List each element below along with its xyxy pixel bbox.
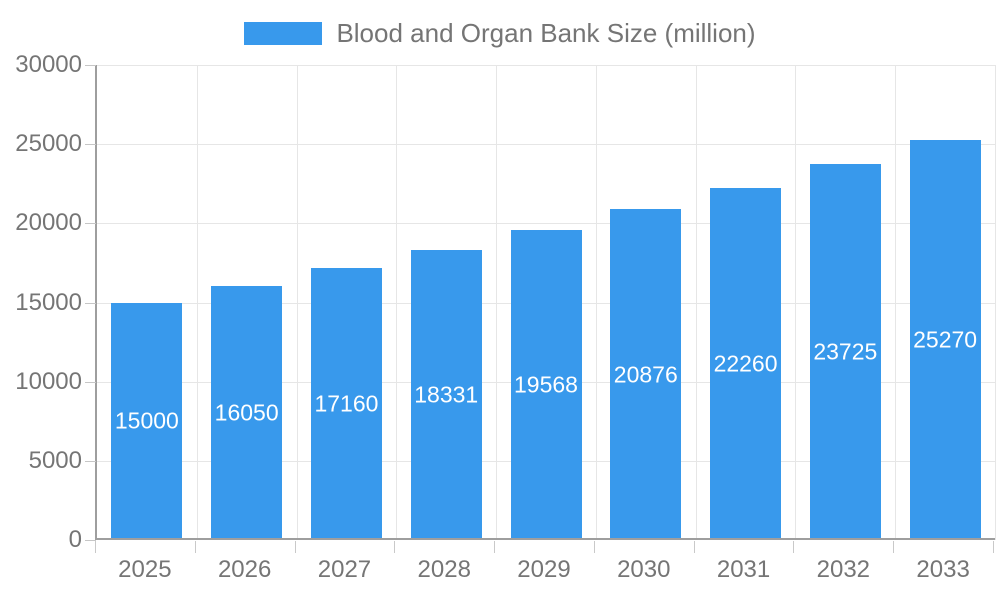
x-tick-label: 2031 [716, 556, 771, 583]
x-tick-mark [194, 541, 196, 553]
bar-value-label: 16050 [214, 399, 279, 426]
y-tick-mark [85, 381, 96, 383]
gridline-horizontal [97, 144, 995, 146]
bar: 16050 [211, 285, 283, 540]
y-tick-mark [85, 65, 96, 66]
legend: Blood and Organ Bank Size (million) [0, 18, 1000, 48]
x-tick-label: 2029 [517, 556, 571, 583]
gridline-horizontal [97, 65, 995, 66]
bar: 17160 [310, 268, 382, 540]
gridline-vertical [196, 65, 198, 540]
gridline-vertical [396, 65, 398, 540]
bar-value-label: 23725 [813, 338, 878, 365]
y-tick-label: 15000 [15, 288, 82, 316]
gridline-vertical [296, 65, 298, 540]
bar: 25270 [909, 139, 981, 540]
x-tick-label: 2026 [217, 556, 272, 583]
gridline-vertical [995, 65, 996, 540]
x-tick-label: 2025 [118, 556, 172, 583]
gridline-vertical [695, 65, 697, 540]
y-tick-label: 5000 [28, 446, 82, 474]
bar: 23725 [809, 164, 881, 540]
bar-value-label: 18331 [414, 381, 479, 408]
bar-value-label: 25270 [913, 326, 978, 353]
x-tick-label: 2030 [617, 556, 671, 583]
legend-swatch [244, 21, 323, 45]
bar-value-label: 19568 [514, 371, 578, 398]
x-tick-mark [793, 541, 795, 553]
y-tick-label: 30000 [15, 51, 82, 78]
y-tick-mark [85, 223, 96, 225]
x-tick-label: 2027 [317, 556, 372, 583]
y-tick-label: 10000 [15, 367, 82, 395]
x-tick-mark [494, 541, 496, 553]
y-tick-label: 25000 [15, 130, 82, 158]
x-tick-label: 2028 [417, 556, 471, 583]
x-tick-mark [394, 541, 396, 553]
gridline-vertical [496, 65, 498, 540]
x-tick-mark [993, 541, 994, 553]
x-tick-label: 2032 [816, 556, 871, 583]
gridline-vertical [595, 65, 597, 540]
y-tick-label: 20000 [15, 209, 82, 237]
bar-value-label: 17160 [314, 390, 379, 417]
y-tick-mark [85, 144, 96, 146]
bar: 19568 [510, 230, 582, 540]
y-tick-label: 0 [68, 526, 82, 553]
bar: 22260 [710, 187, 782, 540]
gridline-horizontal [97, 223, 995, 225]
x-tick-label: 2033 [916, 556, 970, 583]
y-tick-mark [85, 302, 96, 304]
x-tick-mark [593, 541, 595, 553]
gridline-vertical [795, 65, 797, 540]
x-tick-mark [95, 541, 96, 553]
bar-value-label: 20876 [613, 361, 678, 388]
bar: 20876 [610, 209, 682, 540]
bar: 18331 [410, 249, 482, 540]
y-tick-mark [85, 540, 96, 541]
x-tick-mark [693, 541, 695, 553]
legend-label: Blood and Organ Bank Size (million) [336, 17, 756, 48]
plot-area: 15000 16050 17160 18331 19568 20876 22260 23725… [95, 65, 996, 540]
bar-value-label: 15000 [114, 407, 179, 434]
y-tick-mark [85, 460, 96, 462]
bar: 15000 [111, 302, 183, 540]
gridline-vertical [895, 65, 897, 540]
x-axis-line [97, 538, 995, 540]
bar-value-label: 22260 [713, 350, 778, 377]
x-tick-mark [893, 541, 895, 553]
x-tick-mark [294, 541, 296, 553]
